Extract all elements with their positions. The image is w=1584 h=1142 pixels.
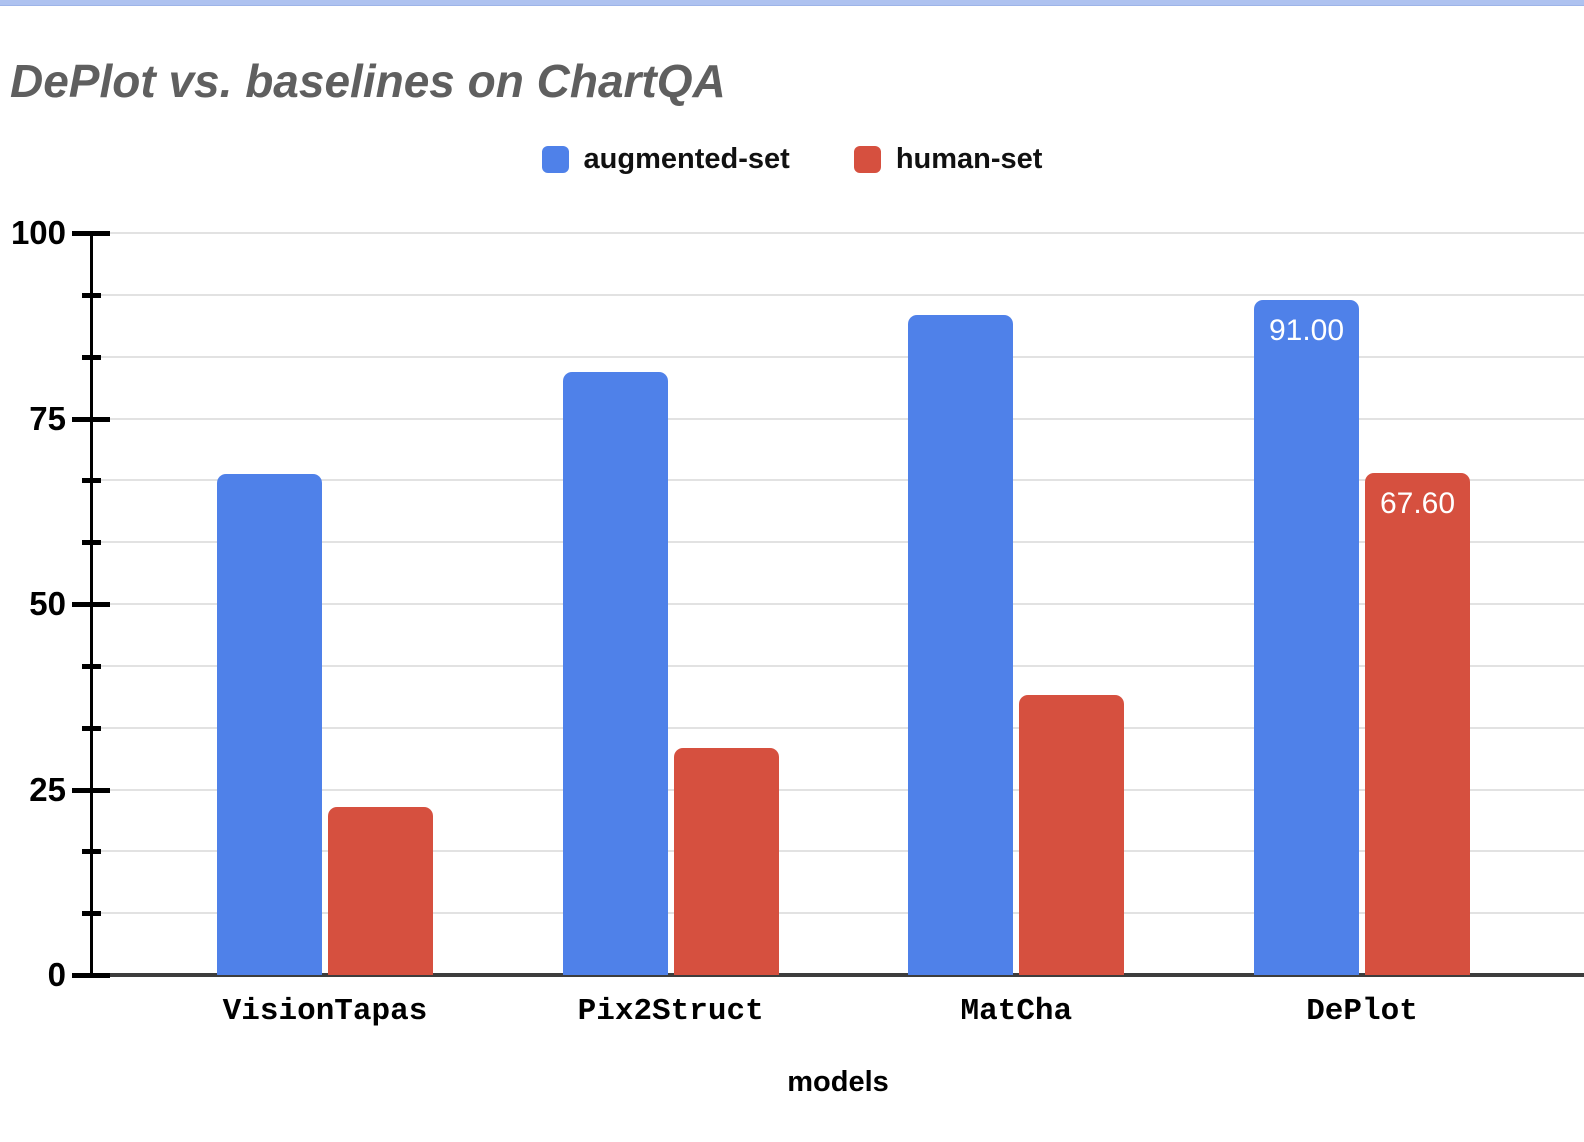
y-axis-minor-tick — [82, 540, 101, 546]
bar-human-set-Pix2Struct — [673, 747, 779, 975]
gridline — [92, 912, 1584, 915]
gridline — [92, 541, 1584, 544]
y-axis-tick-label: 25 — [29, 770, 66, 808]
gridline — [92, 726, 1584, 729]
legend-swatch-icon — [541, 146, 569, 173]
bar-human-set-VisionTapas — [328, 807, 433, 975]
bar-value-label: 91.00 — [1268, 313, 1345, 347]
legend-label: human-set — [895, 143, 1043, 175]
y-axis-major-tick — [72, 787, 110, 793]
y-axis-minor-tick — [82, 478, 101, 484]
y-axis-major-tick — [72, 973, 110, 978]
x-tick-label-VisionTapas: VisionTapas — [222, 994, 428, 1029]
y-axis-minor-tick — [82, 663, 101, 669]
gridline — [92, 664, 1584, 667]
y-axis-minor-tick — [82, 292, 101, 298]
y-axis-minor-tick — [82, 354, 101, 360]
top-accent-bar — [0, 0, 1584, 6]
legend-item-human-set: human-set — [853, 143, 1043, 176]
gridline — [92, 232, 1584, 234]
y-axis-tick-label: 100 — [10, 214, 66, 251]
y-axis-tick-label: 75 — [29, 399, 66, 437]
bar-value-label: 67.60 — [1379, 487, 1456, 521]
y-axis-minor-tick — [82, 911, 101, 917]
y-axis-major-tick — [72, 602, 110, 607]
legend-swatch-icon — [853, 146, 881, 173]
x-tick-label-MatCha: MatCha — [960, 994, 1073, 1029]
y-axis-major-tick — [72, 231, 110, 236]
x-axis-line — [75, 973, 1584, 977]
legend-label: augmented-set — [583, 143, 790, 175]
gridline — [92, 293, 1584, 296]
bar-human-set-DePlot — [1365, 473, 1470, 975]
x-axis-title: models — [787, 1066, 889, 1098]
y-axis-tick-label: 50 — [29, 585, 66, 622]
bar-human-set-MatCha — [1019, 694, 1125, 975]
gridline — [92, 603, 1584, 605]
y-axis-minor-tick — [82, 849, 101, 855]
gridline — [92, 788, 1584, 791]
gridline — [92, 850, 1584, 853]
y-axis-minor-tick — [82, 725, 101, 731]
gridline — [92, 479, 1584, 482]
legend-item-augmented-set: augmented-set — [541, 143, 790, 176]
gridline — [92, 355, 1584, 358]
x-tick-label-Pix2Struct: Pix2Struct — [577, 994, 764, 1029]
chart-title: DePlot vs. baselines on ChartQA — [10, 55, 726, 107]
bar-augmented-set-Pix2Struct — [562, 371, 668, 975]
legend: augmented-set human-set — [0, 143, 1584, 176]
gridline — [92, 417, 1584, 420]
bar-augmented-set-MatCha — [908, 315, 1014, 975]
x-tick-label-DePlot: DePlot — [1306, 994, 1418, 1029]
bar-augmented-set-DePlot — [1254, 299, 1359, 975]
bar-augmented-set-VisionTapas — [217, 474, 322, 975]
y-axis-major-tick — [72, 416, 110, 422]
y-axis-tick-label: 0 — [47, 956, 66, 993]
